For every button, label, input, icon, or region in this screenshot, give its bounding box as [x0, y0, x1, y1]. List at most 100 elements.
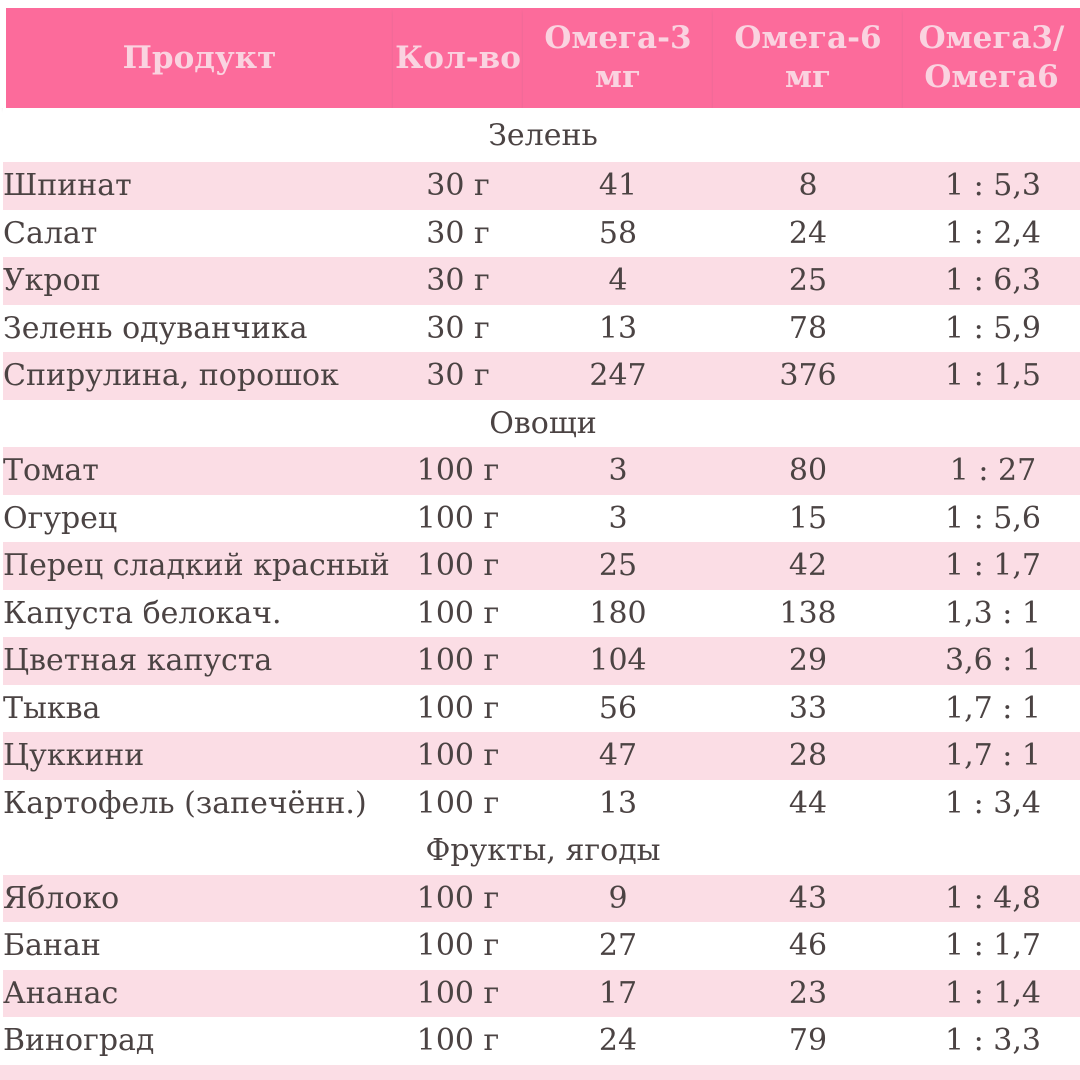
section-title: Фрукты, ягоды: [3, 827, 1080, 875]
omega3-cell: 41: [523, 162, 713, 210]
table-body: Зелень Шпинат 30 г 41 8 1 : 5,3 Салат 30 г 58 24 1…: [3, 108, 1080, 1065]
product-cell: Перец сладкий красный: [3, 542, 393, 590]
omega6-cell: 43: [713, 874, 903, 922]
omega6-cell: 23: [713, 969, 903, 1017]
column-header-omega3-line2: мг: [595, 59, 641, 95]
omega6-cell: 24: [713, 209, 903, 257]
omega3-cell: 247: [523, 352, 713, 400]
table-row: Огурец 100 г 3 15 1 : 5,6: [3, 494, 1080, 542]
ratio-cell: 1 : 1,7: [903, 922, 1080, 970]
quantity-cell: 30 г: [393, 304, 523, 352]
table-row: Зелень одуванчика 30 г 13 78 1 : 5,9: [3, 304, 1080, 352]
section-title-row: Овощи: [3, 399, 1080, 447]
ratio-cell: 1 : 1,5: [903, 352, 1080, 400]
omega6-cell: 78: [713, 304, 903, 352]
omega6-cell: 79: [713, 1017, 903, 1065]
ratio-cell: 1 : 4,8: [903, 874, 1080, 922]
product-cell: Яблоко: [3, 874, 393, 922]
quantity-cell: 100 г: [393, 637, 523, 685]
omega6-cell: 25: [713, 257, 903, 305]
product-cell: Банан: [3, 922, 393, 970]
column-header-omega6-line2: мг: [785, 59, 831, 95]
product-cell: Шпинат: [3, 162, 393, 210]
omega6-cell: 138: [713, 589, 903, 637]
column-header-omega3: Омега-3 мг: [523, 8, 713, 108]
omega3-cell: 56: [523, 684, 713, 732]
table-header: Продукт Кол-во Омега-3 мг Омега-6 мг Оме…: [0, 8, 1080, 108]
omega6-cell: 28: [713, 732, 903, 780]
ratio-cell: 1 : 1,7: [903, 542, 1080, 590]
quantity-cell: 30 г: [393, 352, 523, 400]
ratio-cell: 3,6 : 1: [903, 637, 1080, 685]
omega3-cell: 58: [523, 209, 713, 257]
product-cell: Картофель (запечённ.): [3, 779, 393, 827]
omega3-cell: 25: [523, 542, 713, 590]
column-header-product-label: Продукт: [122, 39, 277, 76]
table-row: Шпинат 30 г 41 8 1 : 5,3: [3, 162, 1080, 210]
quantity-cell: 100 г: [393, 732, 523, 780]
omega3-cell: 4: [523, 257, 713, 305]
ratio-cell: 1 : 6,3: [903, 257, 1080, 305]
omega3-cell: 27: [523, 922, 713, 970]
section-title: Зелень: [3, 108, 1080, 162]
quantity-cell: 30 г: [393, 257, 523, 305]
omega3-cell: 13: [523, 304, 713, 352]
ratio-cell: 1 : 5,3: [903, 162, 1080, 210]
table-row: Виноград 100 г 24 79 1 : 3,3: [3, 1017, 1080, 1065]
quantity-cell: 100 г: [393, 542, 523, 590]
quantity-cell: 100 г: [393, 447, 523, 495]
product-cell: Тыква: [3, 684, 393, 732]
table-row: Тыква 100 г 56 33 1,7 : 1: [3, 684, 1080, 732]
quantity-cell: 100 г: [393, 1017, 523, 1065]
table-row: Капуста белокач. 100 г 180 138 1,3 : 1: [3, 589, 1080, 637]
omega3-cell: 3: [523, 447, 713, 495]
column-header-ratio-line1: Омега3/: [918, 20, 1065, 57]
table-row: Ананас 100 г 17 23 1 : 1,4: [3, 969, 1080, 1017]
omega6-cell: 15: [713, 494, 903, 542]
ratio-cell: 1 : 2,4: [903, 209, 1080, 257]
ratio-cell: 1 : 3,4: [903, 779, 1080, 827]
omega6-cell: 8: [713, 162, 903, 210]
ratio-cell: 1 : 5,9: [903, 304, 1080, 352]
table-row: Спирулина, порошок 30 г 247 376 1 : 1,5: [3, 352, 1080, 400]
omega3-cell: 104: [523, 637, 713, 685]
quantity-cell: 100 г: [393, 589, 523, 637]
quantity-cell: 100 г: [393, 969, 523, 1017]
ratio-cell: 1,7 : 1: [903, 732, 1080, 780]
omega6-cell: 80: [713, 447, 903, 495]
quantity-cell: 30 г: [393, 209, 523, 257]
table-row: Перец сладкий красный 100 г 25 42 1 : 1,7: [3, 542, 1080, 590]
table-row: Цветная капуста 100 г 104 29 3,6 : 1: [3, 637, 1080, 685]
column-header-ratio: Омега3/ Омега6: [903, 8, 1080, 108]
column-header-omega3-line1: Омега-3: [544, 20, 692, 57]
quantity-cell: 30 г: [393, 162, 523, 210]
omega6-cell: 44: [713, 779, 903, 827]
omega3-cell: 47: [523, 732, 713, 780]
ratio-cell: 1 : 27: [903, 447, 1080, 495]
section-title-row: Фрукты, ягоды: [3, 827, 1080, 875]
omega3-cell: 24: [523, 1017, 713, 1065]
quantity-cell: 100 г: [393, 874, 523, 922]
product-cell: Зелень одуванчика: [3, 304, 393, 352]
table-row: Укроп 30 г 4 25 1 : 6,3: [3, 257, 1080, 305]
ratio-cell: 1 : 1,4: [903, 969, 1080, 1017]
omega6-cell: 33: [713, 684, 903, 732]
product-cell: Салат: [3, 209, 393, 257]
omega6-cell: 29: [713, 637, 903, 685]
column-header-product: Продукт: [0, 8, 393, 108]
omega3-cell: 9: [523, 874, 713, 922]
product-cell: Цуккини: [3, 732, 393, 780]
product-cell: Цветная капуста: [3, 637, 393, 685]
table-row: Яблоко 100 г 9 43 1 : 4,8: [3, 874, 1080, 922]
table-row: Банан 100 г 27 46 1 : 1,7: [3, 922, 1080, 970]
omega3-cell: 17: [523, 969, 713, 1017]
quantity-cell: 100 г: [393, 684, 523, 732]
omega-table: Продукт Кол-во Омега-3 мг Омега-6 мг Оме…: [0, 8, 1080, 1065]
omega6-cell: 376: [713, 352, 903, 400]
column-header-omega6: Омега-6 мг: [713, 8, 903, 108]
ratio-cell: 1,3 : 1: [903, 589, 1080, 637]
product-cell: Спирулина, порошок: [3, 352, 393, 400]
table-row: Картофель (запечённ.) 100 г 13 44 1 : 3,4: [3, 779, 1080, 827]
ratio-cell: 1 : 3,3: [903, 1017, 1080, 1065]
